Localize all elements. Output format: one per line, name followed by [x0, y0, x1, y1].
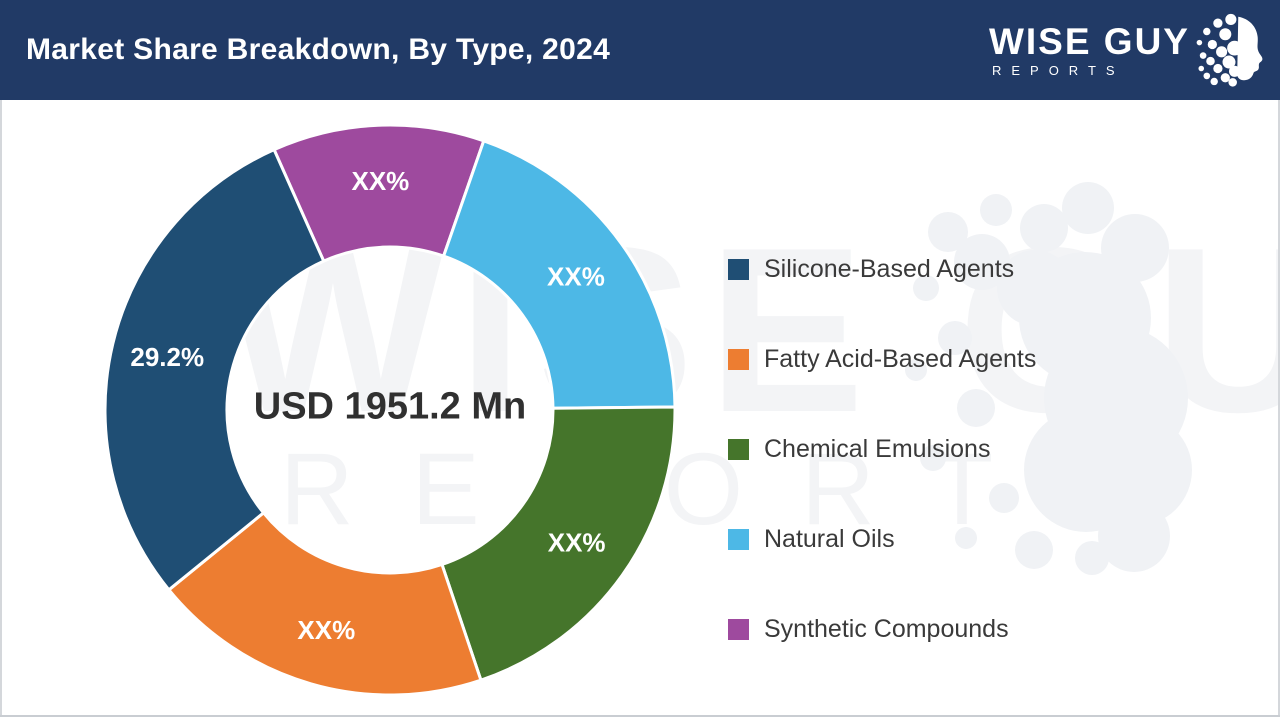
slice-label-fatty-acid-based-agents: XX%	[297, 615, 355, 645]
legend-item-silicone-based-agents: Silicone-Based Agents	[728, 252, 1036, 286]
watermark-text-line2: REPORTS	[280, 432, 1178, 546]
legend-label-natural-oils: Natural Oils	[764, 524, 895, 553]
legend-swatch-synthetic-compounds	[728, 618, 749, 640]
donut-chart: XX% XX% XX% XX% 29.2% USD 1951.2 Mn	[90, 110, 690, 710]
legend-item-natural-oils: Natural Oils	[728, 522, 1036, 556]
logo-text: WISE GUY REPORTS	[989, 23, 1190, 78]
legend-swatch-chemical-emulsions	[728, 438, 749, 460]
legend-label-synthetic-compounds: Synthetic Compounds	[764, 614, 1009, 643]
chart-legend: Silicone-Based Agents Fatty Acid-Based Ag…	[728, 252, 1036, 702]
header-bar: Market Share Breakdown, By Type, 2024 WI…	[0, 0, 1280, 100]
legend-swatch-fatty-acid-based-agents	[728, 348, 749, 370]
slice-silicone-based-agents	[103, 148, 326, 592]
watermark-face-dots	[905, 182, 1192, 575]
legend-swatch-natural-oils	[728, 528, 749, 550]
slice-label-chemical-emulsions: XX%	[548, 528, 606, 558]
slice-label-natural-oils: XX%	[547, 261, 605, 291]
chart-center-value: USD 1951.2 Mn	[253, 385, 527, 428]
page-title: Market Share Breakdown, By Type, 2024	[26, 33, 611, 66]
legend-label-silicone-based-agents: Silicone-Based Agents	[764, 254, 1015, 283]
logo-wordmark: WISE GUY	[988, 20, 1190, 62]
legend-item-chemical-emulsions: Chemical Emulsions	[728, 432, 1036, 466]
logo-subtitle: REPORTS	[991, 62, 1125, 78]
legend-label-chemical-emulsions: Chemical Emulsions	[764, 434, 991, 463]
wise-guy-reports-logo: WISE GUY REPORTS	[989, 8, 1266, 92]
slice-fatty-acid-based-agents	[167, 511, 483, 697]
slice-label-silicone-based-agents: 29.2%	[130, 342, 204, 372]
bottom-divider-line	[0, 715, 1280, 717]
legend-item-fatty-acid-based-agents: Fatty Acid-Based Agents	[728, 342, 1036, 376]
legend-swatch-silicone-based-agents	[728, 258, 749, 280]
legend-item-synthetic-compounds: Synthetic Compounds	[728, 612, 1036, 646]
slice-natural-oils	[442, 139, 677, 410]
slice-label-synthetic-compounds: XX%	[352, 166, 410, 196]
logo-face-icon	[1196, 13, 1263, 87]
slice-chemical-emulsions	[440, 405, 677, 682]
legend-label-fatty-acid-based-agents: Fatty Acid-Based Agents	[764, 344, 1037, 373]
